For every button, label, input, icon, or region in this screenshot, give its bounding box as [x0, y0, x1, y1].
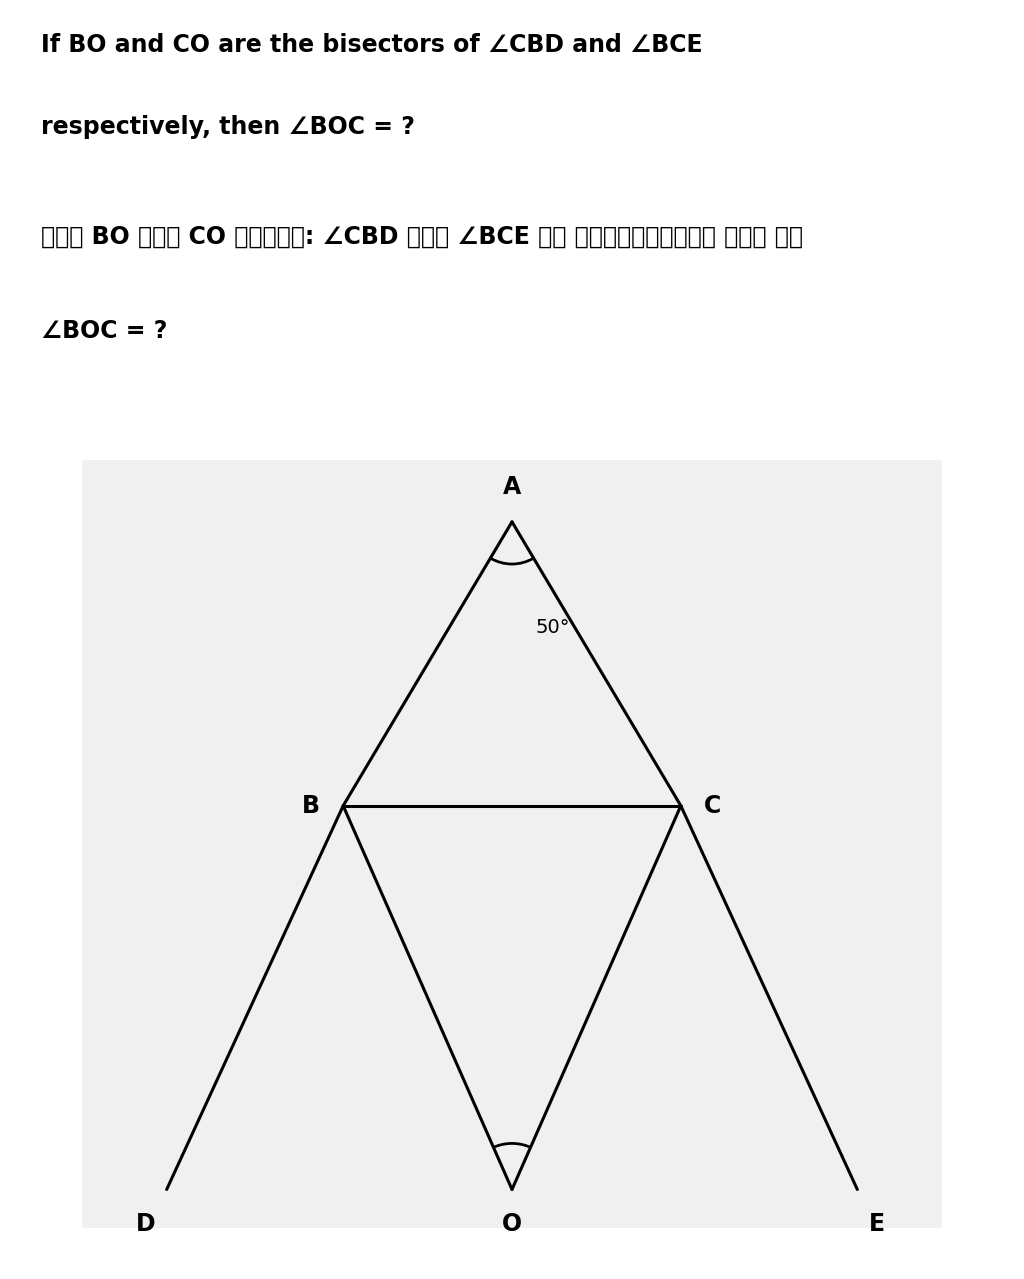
- Text: यदि BO एवं CO क्रमश: ∠CBD एवं ∠BCE के समद्विभाजक हैं तो: यदि BO एवं CO क्रमश: ∠CBD एवं ∠BCE के सम…: [41, 225, 803, 249]
- Text: 50°: 50°: [535, 618, 569, 637]
- Text: O: O: [502, 1212, 522, 1237]
- Text: B: B: [302, 794, 321, 817]
- Text: C: C: [703, 794, 721, 817]
- Text: D: D: [135, 1212, 156, 1237]
- Text: ∠BOC = ?: ∠BOC = ?: [41, 320, 167, 343]
- Text: A: A: [503, 475, 521, 499]
- Text: If BO and CO are the bisectors of ∠CBD and ∠BCE: If BO and CO are the bisectors of ∠CBD a…: [41, 33, 702, 56]
- Text: E: E: [868, 1212, 885, 1237]
- Text: respectively, then ∠BOC = ?: respectively, then ∠BOC = ?: [41, 115, 415, 138]
